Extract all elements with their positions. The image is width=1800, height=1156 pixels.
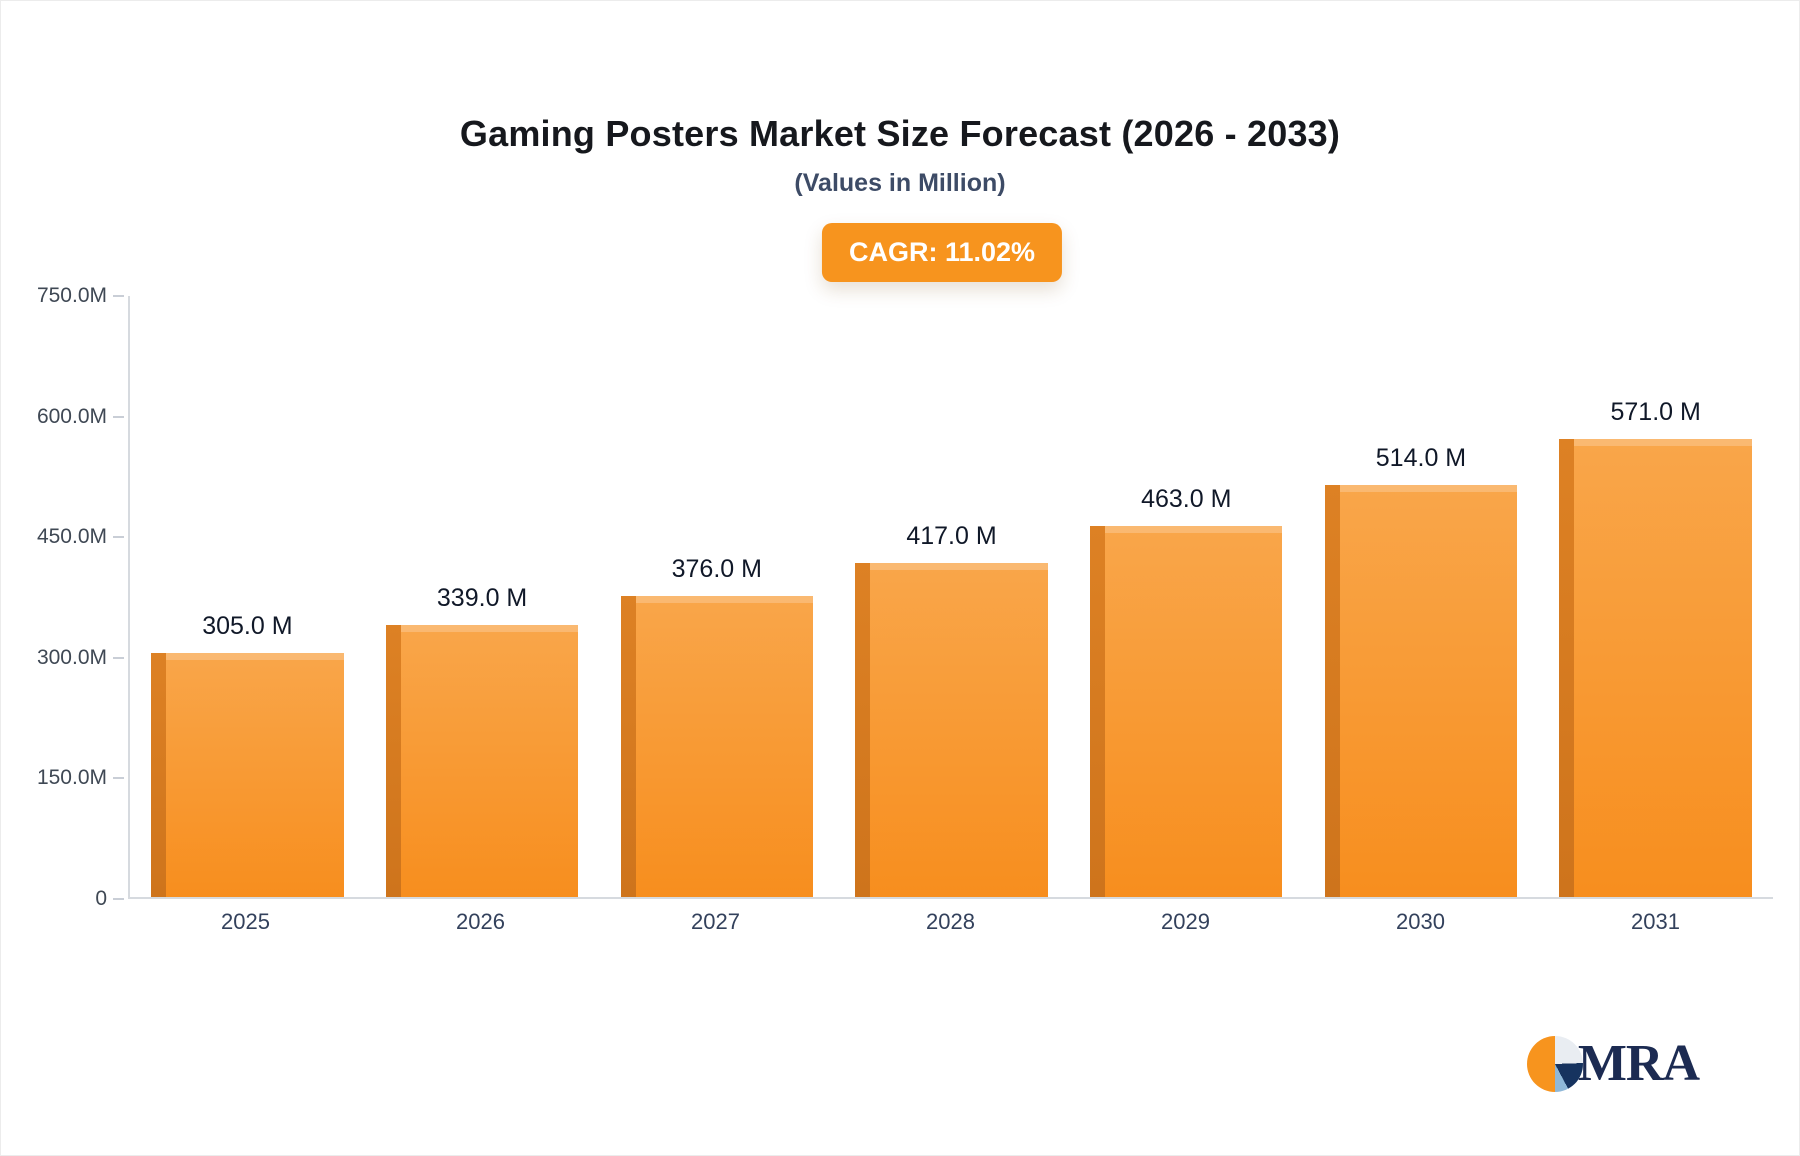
x-axis-label: 2031 [1631,909,1680,934]
bar-slot-2025: 305.0 M [130,296,365,897]
bar-top-face [400,625,579,633]
bar-side-face [151,652,167,897]
y-axis-tick: 0 [95,887,124,911]
y-axis-tick: 300.0M [37,646,124,670]
mra-logo: MRA [1526,1034,1700,1093]
bar-side-face [385,625,401,897]
bar-2026: 339.0 M [385,584,579,897]
y-axis-tick-label: 750.0M [36,284,107,307]
bar-value-label: 463.0 M [1141,484,1232,513]
bar-top-face [166,652,344,660]
bar-value-label: 376.0 M [671,554,762,583]
x-axis-label: 2026 [456,909,505,934]
bar-slot-2026: 339.0 M [365,296,600,897]
bar-2028: 417.0 M [855,522,1048,897]
bar-slot-2028: 417.0 M [834,296,1069,897]
x-axis-label: 2029 [1161,909,1210,934]
bar-top-face [870,562,1048,570]
bar-slot-2030: 514.0 M [1304,296,1539,897]
bar-top-face [1574,439,1752,447]
bar-value-label: 417.0 M [906,521,997,550]
bar-slot-2031: 571.0 M [1538,296,1773,897]
bar-top-face [1105,525,1283,533]
chart-subtitle: (Values in Million) [794,169,1006,197]
bar-2030: 514.0 M [1324,444,1518,897]
bar-value-label: 571.0 M [1610,398,1701,427]
x-axis-label: 2025 [221,909,270,934]
y-axis-tick-mark [113,415,124,418]
x-axis-label: 2030 [1396,909,1445,934]
y-axis-tick: 450.0M [37,525,124,549]
plot-area: 305.0 M 339.0 M 376.0 M 417.0 M 463.0 M 514.0… [128,296,1773,899]
bar-top-face [1339,485,1518,493]
y-axis-tick: 150.0M [37,766,124,790]
y-axis-tick-label: 450.0M [36,525,107,549]
bar-side-face [1559,439,1575,897]
mra-logo-pie-icon [1526,1035,1583,1092]
bar-value-label: 339.0 M [436,584,528,613]
y-axis-tick: 600.0M [37,405,124,429]
x-axis-label: 2028 [926,909,975,934]
chart-title: Gaming Posters Market Size Forecast (202… [459,113,1341,154]
y-axis-tick-mark [113,536,124,539]
bar-side-face [1090,525,1105,897]
y-axis-tick-label: 300.0M [36,645,107,669]
y-axis-tick-mark [113,295,124,297]
cagr-badge: CAGR: 11.02% [821,223,1063,282]
y-axis-tick: 750.0M [37,284,124,308]
y-axis-tick-mark [113,898,124,900]
bar-top-face [635,595,814,603]
mra-logo-text: MRA [1577,1035,1700,1092]
bar-2031: 571.0 M [1559,398,1752,897]
y-axis-tick-mark [113,777,124,780]
x-axis: 2025 2026 2027 2028 2029 2030 2031 [128,909,1773,949]
y-axis: 0 150.0M 300.0M 450.0M 600.0M 750.0M [1,284,128,910]
bar-value-label: 514.0 M [1375,444,1467,473]
bar-side-face [620,595,636,897]
y-axis-tick-label: 150.0M [36,766,107,790]
y-axis-tick-label: 600.0M [36,404,107,428]
bar-slot-2027: 376.0 M [599,296,834,897]
bar-2029: 463.0 M [1090,485,1283,897]
x-axis-label: 2027 [691,909,740,934]
bar-value-label: 305.0 M [202,611,293,640]
y-axis-tick-label: 0 [95,887,107,910]
bar-2027: 376.0 M [620,555,814,897]
bar-slot-2029: 463.0 M [1069,296,1304,897]
bar-side-face [855,562,871,897]
bar-2025: 305.0 M [151,612,344,897]
y-axis-tick-mark [113,656,124,659]
bar-side-face [1324,485,1340,897]
